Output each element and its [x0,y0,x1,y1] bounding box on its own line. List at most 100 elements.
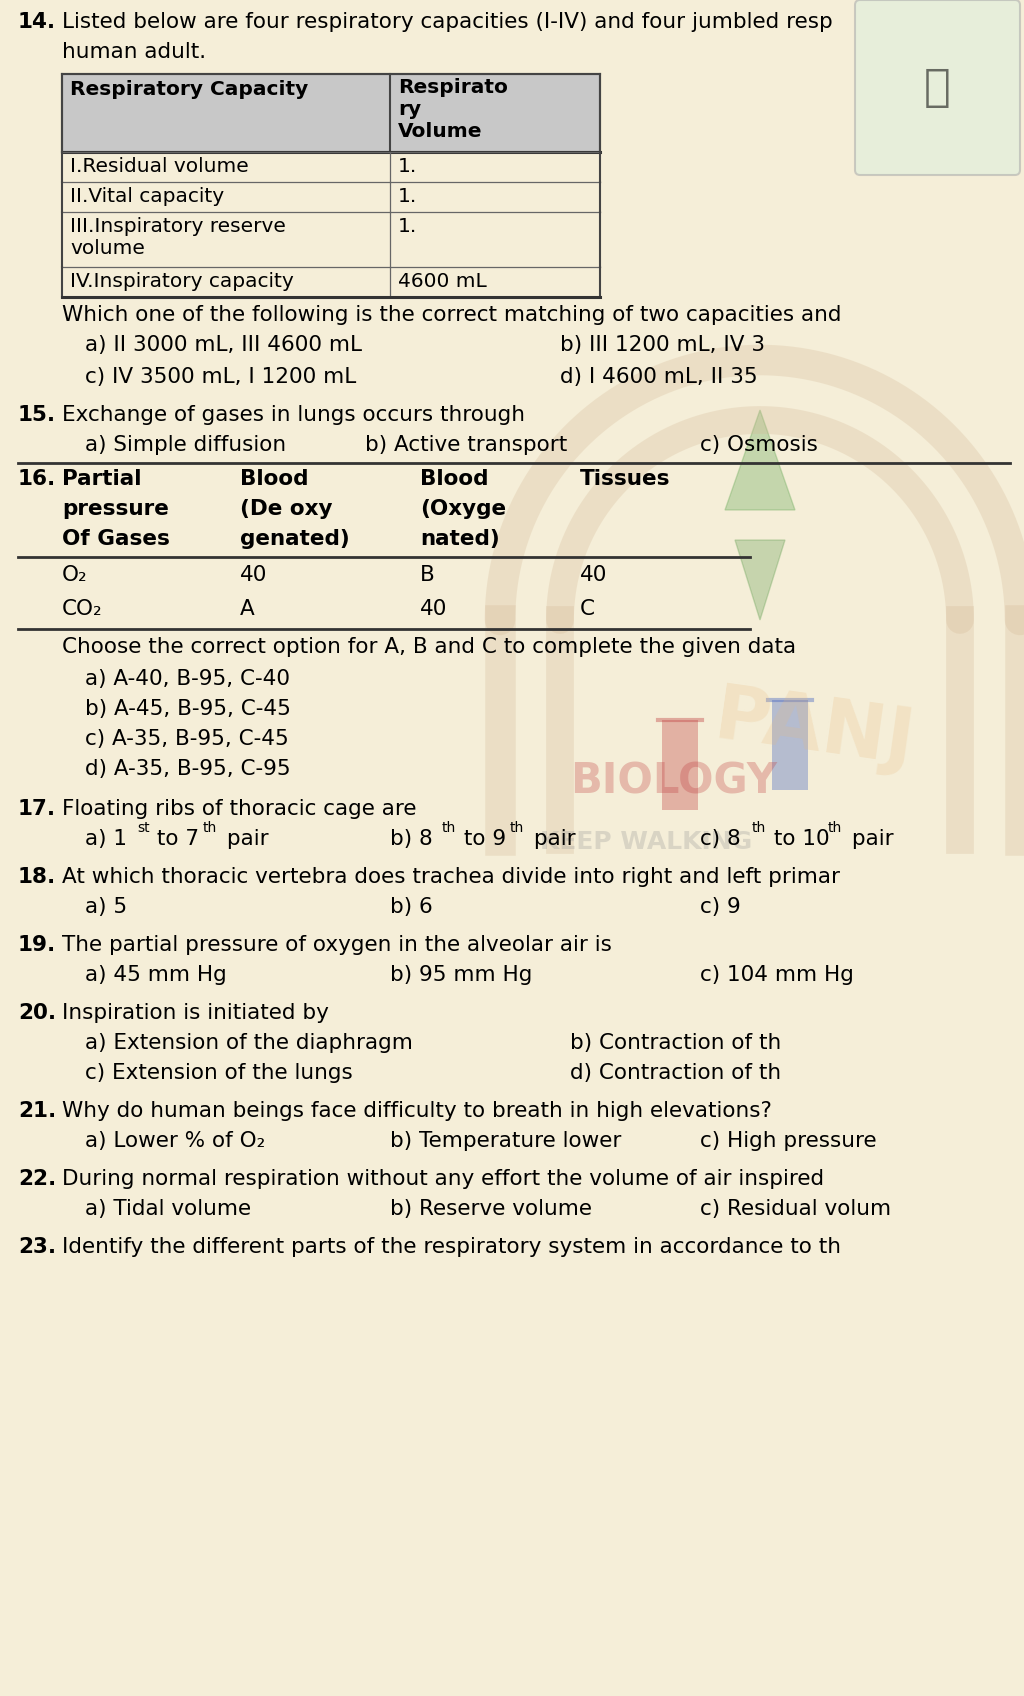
Text: b) Contraction of th: b) Contraction of th [570,1033,781,1053]
Text: st: st [137,821,150,834]
Text: Which one of the following is the correct matching of two capacities and: Which one of the following is the correc… [62,305,842,326]
Text: 21.: 21. [18,1101,56,1121]
Text: to 7: to 7 [150,829,199,850]
Text: III.Inspiratory reserve
volume: III.Inspiratory reserve volume [70,217,286,258]
Text: th: th [203,821,217,834]
Text: pair: pair [845,829,894,850]
Text: th: th [752,821,766,834]
Text: b) Active transport: b) Active transport [365,434,567,455]
Text: 40: 40 [420,599,447,619]
Text: genated): genated) [240,529,350,550]
Text: c) 9: c) 9 [700,897,740,918]
Text: b) 8: b) 8 [390,829,433,850]
Text: During normal respiration without any effort the volume of air inspired: During normal respiration without any ef… [62,1169,828,1189]
Text: I.Residual volume: I.Residual volume [70,158,249,176]
Text: a) Tidal volume: a) Tidal volume [85,1199,251,1219]
Text: (De oxy: (De oxy [240,499,333,519]
Text: pair: pair [527,829,575,850]
Polygon shape [725,410,795,510]
Text: a) 5: a) 5 [85,897,127,918]
Text: Choose the correct option for A, B and C to complete the given data: Choose the correct option for A, B and C… [62,638,796,656]
Bar [662,721,698,811]
Text: 20.: 20. [18,1002,56,1023]
Text: 16.: 16. [18,470,56,488]
Text: A: A [240,599,255,619]
Text: pressure: pressure [62,499,169,519]
Text: b) Reserve volume: b) Reserve volume [390,1199,592,1219]
Text: Why do human beings face difficulty to breath in high elevations?: Why do human beings face difficulty to b… [62,1101,772,1121]
Text: b) 6: b) 6 [390,897,433,918]
Text: BIOLOGY: BIOLOGY [570,760,777,802]
Text: c) 8: c) 8 [700,829,740,850]
Text: 4600 mL: 4600 mL [398,271,486,292]
Polygon shape [735,539,785,621]
FancyBboxPatch shape [855,0,1020,175]
Text: b) III 1200 mL, IV 3: b) III 1200 mL, IV 3 [560,336,765,354]
Text: Floating ribs of thoracic cage are: Floating ribs of thoracic cage are [62,799,417,819]
Text: b) A-45, B-95, C-45: b) A-45, B-95, C-45 [85,699,291,719]
Text: PANJ: PANJ [710,680,919,782]
Text: At which thoracic vertebra does trachea divide into right and left primar: At which thoracic vertebra does trachea … [62,867,840,887]
Text: Partial: Partial [62,470,141,488]
Text: th: th [442,821,457,834]
Text: 22.: 22. [18,1169,56,1189]
Text: a) II 3000 mL, III 4600 mL: a) II 3000 mL, III 4600 mL [85,336,362,354]
Text: IV.Inspiratory capacity: IV.Inspiratory capacity [70,271,294,292]
Text: b) Temperature lower: b) Temperature lower [390,1131,622,1152]
Text: Identify the different parts of the respiratory system in accordance to th: Identify the different parts of the resp… [62,1236,845,1257]
Text: Blood: Blood [240,470,308,488]
Text: c) IV 3500 mL, I 1200 mL: c) IV 3500 mL, I 1200 mL [85,366,356,387]
Text: KEEP WALKING: KEEP WALKING [540,829,753,855]
Text: 19.: 19. [18,934,56,955]
Text: nated): nated) [420,529,500,550]
Text: The partial pressure of oxygen in the alveolar air is: The partial pressure of oxygen in the al… [62,934,612,955]
Text: a) 45 mm Hg: a) 45 mm Hg [85,965,226,985]
Text: ry: ry [398,100,421,119]
Text: d) A-35, B-95, C-95: d) A-35, B-95, C-95 [85,760,291,778]
Text: Respiratory Capacity: Respiratory Capacity [70,80,308,98]
Text: 1.: 1. [398,158,417,176]
Text: th: th [828,821,843,834]
Text: c) Osmosis: c) Osmosis [700,434,818,455]
Text: to 9: to 9 [457,829,506,850]
Bar [62,75,600,153]
Text: Listed below are four respiratory capacities (I-IV) and four jumbled resp: Listed below are four respiratory capaci… [62,12,833,32]
Text: c) 104 mm Hg: c) 104 mm Hg [700,965,854,985]
Text: a) 1: a) 1 [85,829,127,850]
Text: Blood: Blood [420,470,488,488]
Text: 1.: 1. [398,187,417,205]
Text: to 10: to 10 [767,829,829,850]
Text: 🌿: 🌿 [924,66,950,110]
Text: CO₂: CO₂ [62,599,102,619]
Text: d) Contraction of th: d) Contraction of th [570,1063,781,1084]
Text: 17.: 17. [18,799,56,819]
Text: B: B [420,565,435,585]
Text: c) Residual volum: c) Residual volum [700,1199,895,1219]
Text: human adult.: human adult. [62,42,206,63]
Text: c) A-35, B-95, C-45: c) A-35, B-95, C-45 [85,729,289,750]
Bar [772,700,808,790]
Text: Tissues: Tissues [580,470,671,488]
Text: 15.: 15. [18,405,56,426]
Text: 40: 40 [240,565,267,585]
Text: 40: 40 [580,565,607,585]
Text: a) Extension of the diaphragm: a) Extension of the diaphragm [85,1033,413,1053]
Text: 1.: 1. [398,217,417,236]
Text: pair: pair [220,829,268,850]
Text: O₂: O₂ [62,565,88,585]
Text: 14.: 14. [18,12,56,32]
Text: c) High pressure: c) High pressure [700,1131,877,1152]
Text: Inspiration is initiated by: Inspiration is initiated by [62,1002,329,1023]
Text: Volume: Volume [398,122,482,141]
Text: Of Gases: Of Gases [62,529,170,550]
Text: a) Simple diffusion: a) Simple diffusion [85,434,286,455]
Text: Exchange of gases in lungs occurs through: Exchange of gases in lungs occurs throug… [62,405,525,426]
Text: b) 95 mm Hg: b) 95 mm Hg [390,965,532,985]
Text: th: th [510,821,524,834]
Text: C: C [580,599,595,619]
Text: 18.: 18. [18,867,56,887]
Text: a) Lower % of O₂: a) Lower % of O₂ [85,1131,265,1152]
Text: 23.: 23. [18,1236,56,1257]
Text: c) Extension of the lungs: c) Extension of the lungs [85,1063,352,1084]
Text: a) A-40, B-95, C-40: a) A-40, B-95, C-40 [85,668,290,689]
